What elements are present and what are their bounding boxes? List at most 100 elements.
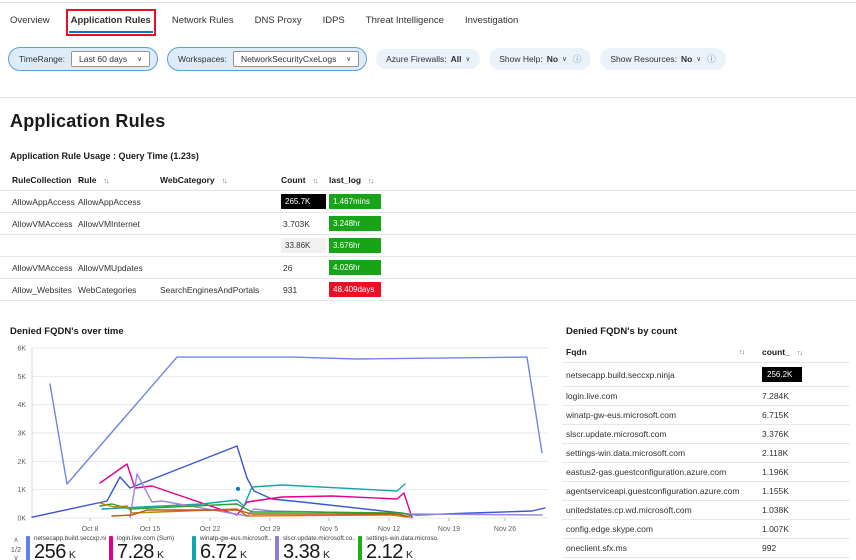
show-help-filter[interactable]: Show Help: No ∨ ⓘ <box>489 48 592 70</box>
fqdn-table-row: config.edge.skype.com 1.007K <box>562 519 850 539</box>
col-label: RuleCollection <box>12 175 72 185</box>
cell-rulecollection: AllowAppAccess <box>0 190 78 213</box>
chevron-down-icon: ∨ <box>137 56 142 63</box>
cell-webcategory <box>160 256 281 279</box>
section-divider <box>0 97 856 98</box>
denied-fqdn-line-chart: 6K 5K 4K 3K 2K 1K 0K Oct 8 Oct 15 Oct 22 Oct 29 Nov… <box>17 346 548 533</box>
timerange-label: TimeRange: <box>19 54 65 64</box>
sort-icon[interactable]: ↑↓ <box>796 350 803 357</box>
tile-unit: K <box>405 549 413 560</box>
metric-tile-4[interactable]: settings-win.data.microso... 2.12 K <box>358 535 441 560</box>
fqdn-table-row: login.live.com 7.284K <box>562 386 850 406</box>
tab-dns-proxy[interactable]: DNS Proxy <box>254 15 302 26</box>
tab-application-rules[interactable]: Application Rules <box>65 9 156 36</box>
tile-label: settings-win.data.microso... <box>366 535 438 542</box>
tab-threat-intelligence[interactable]: Threat Intelligence <box>365 15 444 26</box>
azure-firewalls-label: Azure Firewalls: <box>386 54 447 64</box>
azure-firewalls-filter[interactable]: Azure Firewalls: All ∨ <box>376 49 481 69</box>
fqdn-header-row: Fqdn ↑↓ count_ ↑↓ <box>562 342 850 363</box>
timerange-dropdown[interactable]: Last 60 days ∨ <box>70 51 150 67</box>
cell-filler <box>393 278 856 301</box>
col-count[interactable]: Count ↑↓ <box>281 170 329 191</box>
count-value: 1.155K <box>762 486 789 496</box>
svg-text:2K: 2K <box>17 459 26 466</box>
metric-tile-3[interactable]: slscr.update.microsoft.co... 3.38 K <box>275 535 358 560</box>
cell-rulecollection: AllowVMAccess <box>0 256 78 279</box>
count-value: 33.86K <box>281 238 326 253</box>
workspaces-filter[interactable]: Workspaces: NetworkSecurityCxeLogs ∨ <box>166 47 368 71</box>
fqdn-table-row: netsecapp.build.seccxp.ninja 256.2K <box>562 362 850 387</box>
tab-investigation[interactable]: Investigation <box>464 15 519 26</box>
query-time-title: Application Rule Usage : Query Time (1.2… <box>10 151 199 161</box>
cell-fqdn: config.edge.skype.com <box>562 519 758 539</box>
cell-count: 931 <box>281 278 329 301</box>
azure-firewalls-value: All <box>450 54 462 64</box>
col-count[interactable]: count_ ↑↓ <box>758 342 850 363</box>
timerange-filter[interactable]: TimeRange: Last 60 days ∨ <box>8 47 158 71</box>
svg-text:Oct 15: Oct 15 <box>140 526 161 533</box>
cell-fqdn: login.live.com <box>562 386 758 406</box>
svg-text:6K: 6K <box>17 346 26 353</box>
cell-webcategory <box>160 234 281 257</box>
cell-rule: AllowVMUpdates <box>78 256 160 279</box>
tab-idps[interactable]: IDPS <box>322 15 345 26</box>
fqdn-table-row: eastus2-gas.guestconfiguration.azure.com… <box>562 462 850 482</box>
chart-title: Denied FQDN's over time <box>10 326 124 337</box>
tab-network-rules[interactable]: Network Rules <box>171 15 234 26</box>
show-resources-filter[interactable]: Show Resources: No ∨ ⓘ <box>600 48 726 70</box>
cell-count: 3.703K <box>281 212 329 235</box>
col-webcategory[interactable]: WebCategory ↑↓ <box>160 170 281 191</box>
svg-text:Nov 19: Nov 19 <box>438 526 460 533</box>
info-icon[interactable]: ⓘ <box>572 54 582 64</box>
cell-fqdn: eastus2-gas.guestconfiguration.azure.com <box>562 462 758 482</box>
sort-icon[interactable]: ↑↓ <box>368 178 374 185</box>
cell-count: 992 <box>758 538 850 558</box>
chevron-down-icon[interactable]: ∨ <box>13 554 19 560</box>
chevron-down-icon: ∨ <box>346 56 352 63</box>
sort-icon[interactable]: ↑↓ <box>78 178 85 185</box>
cell-fqdn: netsecapp.build.seccxp.ninja <box>562 362 758 387</box>
fqdn-table-row: slscr.update.microsoft.com 3.376K <box>562 424 850 444</box>
fqdn-table-row: settings-win.data.microsoft.com 2.118K <box>562 443 850 463</box>
count-badge: 256.2K <box>762 367 802 382</box>
sort-icon[interactable]: ↑↓ <box>103 178 109 185</box>
show-resources-value: No <box>680 54 693 64</box>
fqdn-table-title: Denied FQDN's by count <box>566 326 677 337</box>
cell-last-log: 4.026hr <box>329 256 393 279</box>
col-last-log[interactable]: last_log ↑↓ <box>329 170 393 191</box>
bottom-panels: Denied FQDN's over time 6K 5K 4K 3K 2K 1K 0K Oc… <box>0 326 856 560</box>
count-value: 2.118K <box>762 448 789 458</box>
metric-tile-2[interactable]: winatp-gw-eus.microsoft.... 6.72 K <box>192 535 275 560</box>
svg-text:0K: 0K <box>17 516 26 523</box>
svg-text:1K: 1K <box>17 487 26 494</box>
cell-rule <box>78 234 160 257</box>
metric-tile-1[interactable]: login.live.com (Sum) 7.28 K <box>109 535 192 560</box>
cell-filler <box>393 190 856 213</box>
last-log-badge: 3.248hr <box>329 216 381 231</box>
col-label: Rule <box>78 175 97 185</box>
workspaces-dropdown[interactable]: NetworkSecurityCxeLogs ∨ <box>232 51 360 67</box>
col-rulecollection[interactable]: RuleCollection ↑↓ <box>0 170 85 191</box>
cell-fqdn: unitedstates.cp.wd.microsoft.com <box>562 500 758 520</box>
col-label: Fqdn <box>566 347 587 357</box>
sort-icon[interactable]: ↑↓ <box>312 178 319 185</box>
info-icon[interactable]: ⓘ <box>707 54 716 64</box>
tab-overview[interactable]: Overview <box>10 15 50 26</box>
sort-icon[interactable]: ↑↓ <box>221 178 228 185</box>
cell-count: 33.86K <box>281 234 329 257</box>
col-label: Count <box>281 175 306 185</box>
cell-last-log: 48.409days <box>329 278 393 301</box>
cell-count: 7.284K <box>758 386 850 406</box>
rules-table-row: AllowVMAccess AllowVMUpdates 26 4.026hr <box>0 256 856 279</box>
rules-header-row: RuleCollection ↑↓ Rule ↑↓ WebCategory ↑↓ Co… <box>0 170 856 191</box>
chevron-up-icon[interactable]: ∧ <box>13 536 19 544</box>
cell-count: 265.7K <box>281 190 329 213</box>
col-fqdn[interactable]: Fqdn ↑↓ <box>562 342 758 363</box>
tile-value: 3.38 <box>283 541 320 560</box>
count-value: 1.007K <box>762 524 789 534</box>
sort-icon[interactable]: ↑↓ <box>739 348 745 356</box>
col-rule[interactable]: Rule ↑↓ <box>78 170 160 191</box>
cell-filler <box>393 234 856 257</box>
metric-tile-0[interactable]: netsecapp.build.seccxp.ni... 256 K <box>26 535 109 560</box>
tile-color-bar <box>192 536 196 560</box>
